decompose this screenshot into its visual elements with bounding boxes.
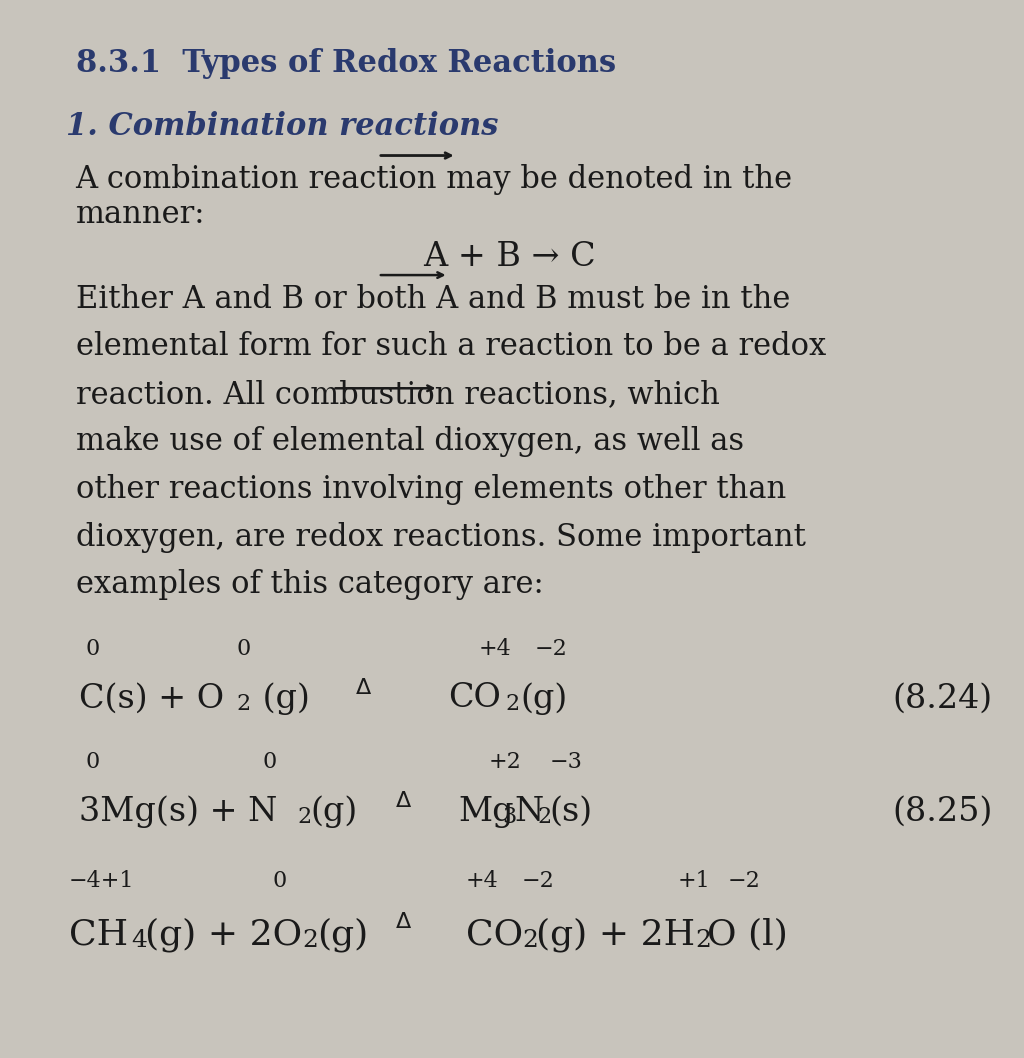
Text: dioxygen, are redox reactions. Some important: dioxygen, are redox reactions. Some impo…	[76, 522, 806, 552]
Text: CH: CH	[69, 917, 128, 951]
Text: make use of elemental dioxygen, as well as: make use of elemental dioxygen, as well …	[76, 426, 743, 457]
Text: +1: +1	[677, 870, 710, 892]
Text: 2: 2	[297, 806, 311, 828]
Text: −2: −2	[522, 870, 555, 892]
Text: manner:: manner:	[76, 199, 205, 230]
Text: (g): (g)	[520, 682, 567, 715]
Text: 3: 3	[502, 806, 516, 828]
Text: (g) + 2H: (g) + 2H	[537, 917, 695, 952]
Text: +2: +2	[488, 751, 521, 773]
Text: +4: +4	[478, 638, 511, 660]
Text: 4: 4	[131, 929, 146, 952]
Text: examples of this category are:: examples of this category are:	[76, 569, 544, 600]
Text: (g): (g)	[310, 796, 357, 828]
Text: $\Delta$: $\Delta$	[354, 677, 372, 699]
Text: −2: −2	[535, 638, 567, 660]
Text: −3: −3	[549, 751, 582, 773]
Text: A + B → C: A + B → C	[423, 241, 596, 273]
Text: (8.24): (8.24)	[892, 682, 992, 714]
Text: $\Delta$: $\Delta$	[395, 790, 412, 813]
Text: $\Delta$: $\Delta$	[395, 911, 412, 933]
Text: 0: 0	[237, 638, 251, 660]
Text: (g): (g)	[317, 917, 369, 952]
Text: 2: 2	[695, 929, 712, 952]
Text: 0: 0	[86, 751, 100, 773]
Text: 8.3.1  Types of Redox Reactions: 8.3.1 Types of Redox Reactions	[76, 48, 615, 78]
Text: (g): (g)	[252, 682, 310, 715]
Text: A combination reaction may be denoted in the: A combination reaction may be denoted in…	[76, 164, 793, 195]
Text: O (l): O (l)	[708, 917, 788, 951]
Text: C(s) + O: C(s) + O	[79, 682, 223, 714]
Text: 0: 0	[86, 638, 100, 660]
Text: N: N	[514, 796, 544, 827]
Text: 0: 0	[262, 751, 276, 773]
Text: 0: 0	[272, 870, 287, 892]
Text: elemental form for such a reaction to be a redox: elemental form for such a reaction to be…	[76, 331, 825, 362]
Text: 2: 2	[237, 693, 251, 715]
Text: other reactions involving elements other than: other reactions involving elements other…	[76, 474, 785, 505]
Text: 2: 2	[538, 806, 551, 828]
Text: (s): (s)	[549, 796, 593, 827]
Text: 3Mg(s) + N: 3Mg(s) + N	[79, 796, 276, 828]
Text: Either A and B or both A and B must be in the: Either A and B or both A and B must be i…	[76, 284, 790, 314]
Text: 2: 2	[302, 929, 318, 952]
Text: −2: −2	[728, 870, 761, 892]
Text: 1. Combination reactions: 1. Combination reactions	[66, 111, 498, 142]
Text: CO: CO	[466, 917, 522, 951]
Text: +4: +4	[466, 870, 499, 892]
Text: 2: 2	[522, 929, 538, 952]
Text: reaction. All combustion reactions, which: reaction. All combustion reactions, whic…	[76, 379, 720, 409]
Text: −4+1: −4+1	[69, 870, 134, 892]
Text: CO: CO	[449, 682, 502, 714]
Text: 2: 2	[506, 693, 520, 715]
Text: (g) + 2O: (g) + 2O	[145, 917, 302, 952]
Text: Mg: Mg	[459, 796, 514, 827]
Text: (8.25): (8.25)	[892, 796, 992, 827]
